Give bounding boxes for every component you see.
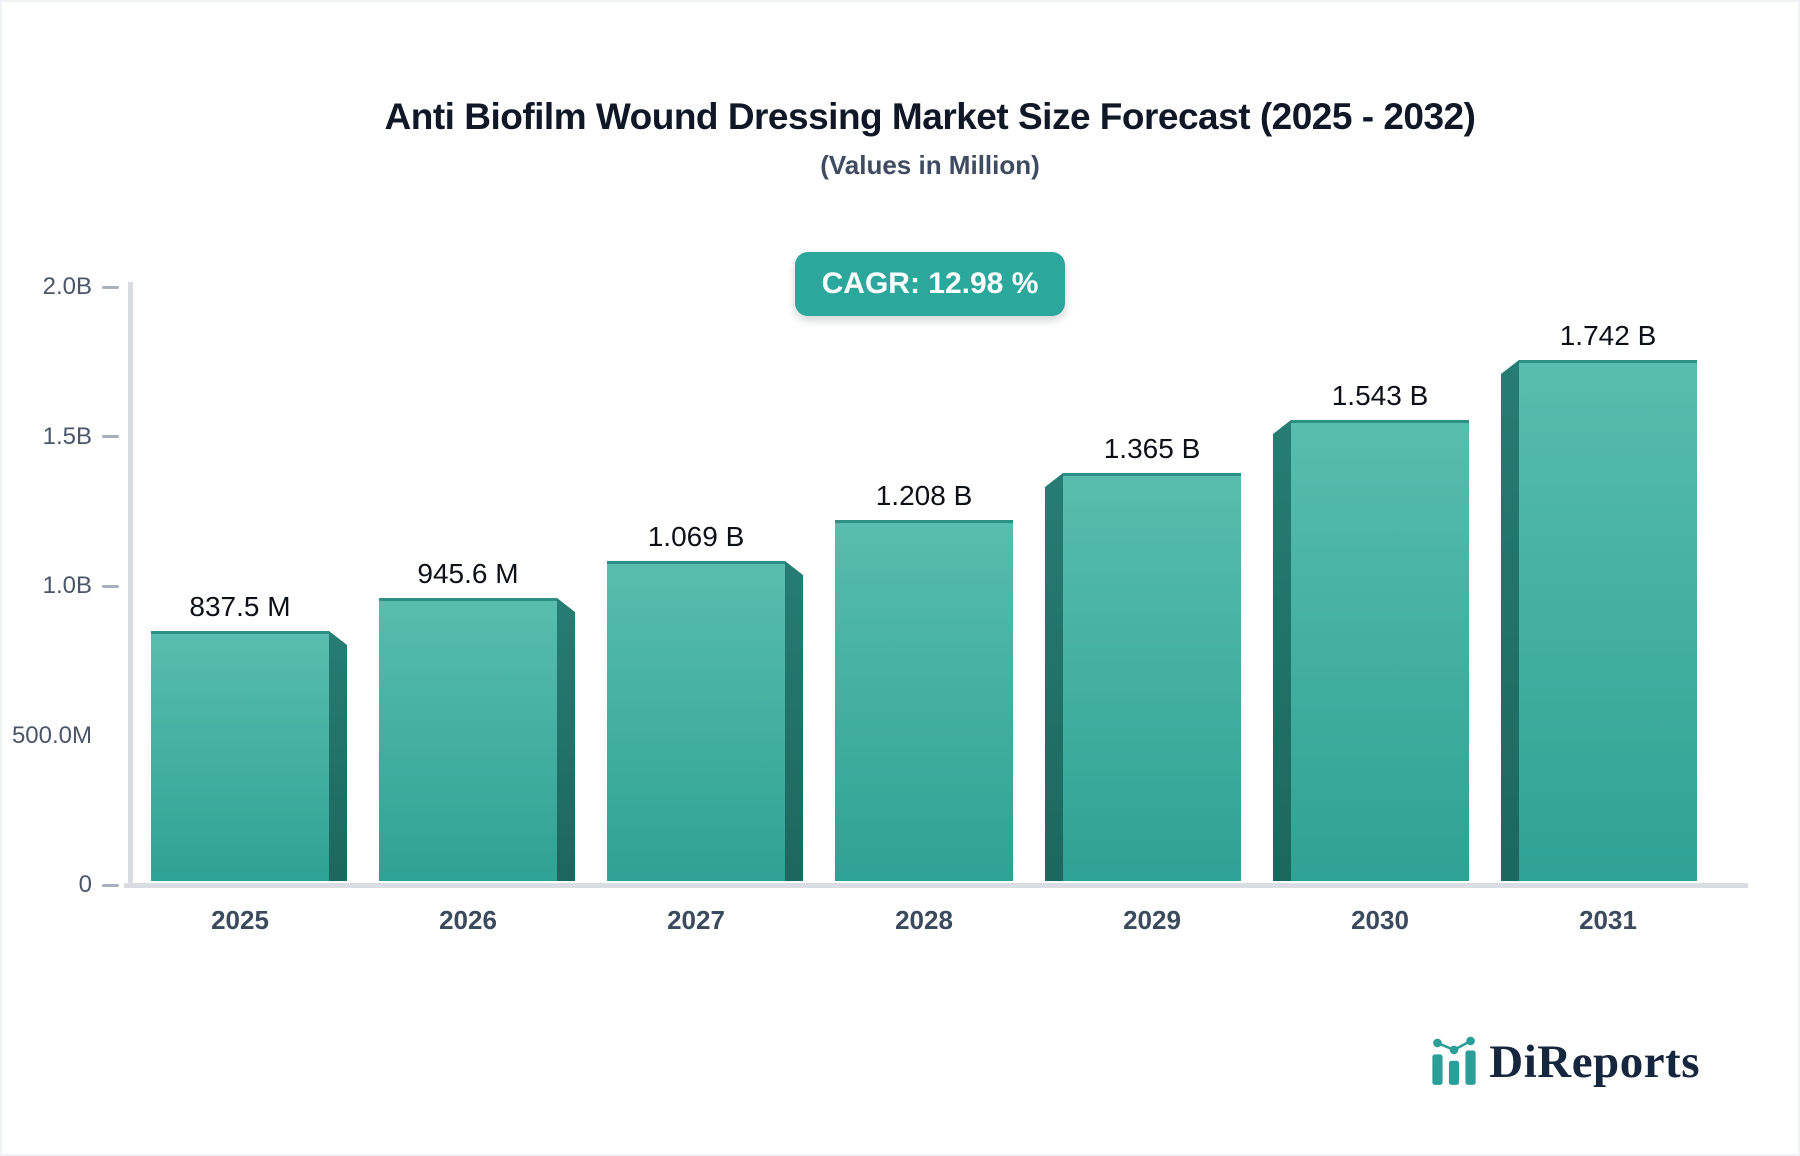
page-subtitle: (Values in Million) [820,150,1040,180]
bar-side-panel [1045,473,1063,881]
y-axis-tick-label: 500.0M [11,721,92,749]
mini-bar-chart-trend-icon [1432,1036,1476,1085]
bar-value-label: 945.6 M [417,558,519,589]
bar-value-label: 837.5 M [189,591,291,622]
y-axis-tick-dash [102,883,119,887]
y-axis-tick-label: 0 [78,871,92,898]
x-axis-category-label: 2026 [439,905,497,935]
page-title: Anti Biofilm Wound Dressing Market Size … [384,96,1476,137]
bar-value-label: 1.742 B [1559,320,1657,351]
bar-2029[interactable] [1063,473,1241,881]
bar-2025[interactable] [151,631,329,881]
x-axis-category-label: 2030 [1351,905,1409,935]
x-axis-category-label: 2031 [1579,905,1637,935]
bar-side-panel [1273,420,1291,881]
y-axis-tick-label: 2.0B [42,273,92,300]
bar-2026[interactable] [379,598,557,881]
cagr-badge: CAGR: 12.98 % [794,252,1066,316]
bar-value-label: 1.208 B [875,480,973,511]
bar-value-label: 1.365 B [1103,433,1201,464]
bar-side-panel [329,631,347,881]
y-axis-tick-dash [102,285,119,289]
bar-value-label: 1.543 B [1331,380,1429,411]
bar-2028[interactable] [835,520,1013,881]
bar-2027[interactable] [607,561,785,881]
x-axis-category-label: 2029 [1123,905,1181,935]
bar-2030[interactable] [1291,420,1469,881]
bar-2031[interactable] [1519,360,1697,881]
y-axis-tick-label: 1.5B [42,422,92,450]
direports-logo: DiReports [1428,1034,1700,1090]
y-axis-line [128,282,133,885]
logo-text: DiReports [1489,1036,1700,1088]
bar-value-label: 1.069 B [647,521,745,552]
bar-side-panel [785,561,803,881]
y-axis-tick-dash [102,435,119,438]
x-axis-baseline [124,883,1748,888]
y-axis-tick-dash [102,584,119,588]
x-axis-category-label: 2028 [895,905,953,935]
cagr-badge-container: CAGR: 12.98 % [62,252,1798,316]
x-axis-category-label: 2027 [667,905,725,935]
y-axis-tick-label: 1.0B [42,572,92,599]
bar-side-panel [557,598,575,881]
bar-side-panel [1501,360,1519,881]
x-axis-category-label: 2025 [211,905,269,935]
